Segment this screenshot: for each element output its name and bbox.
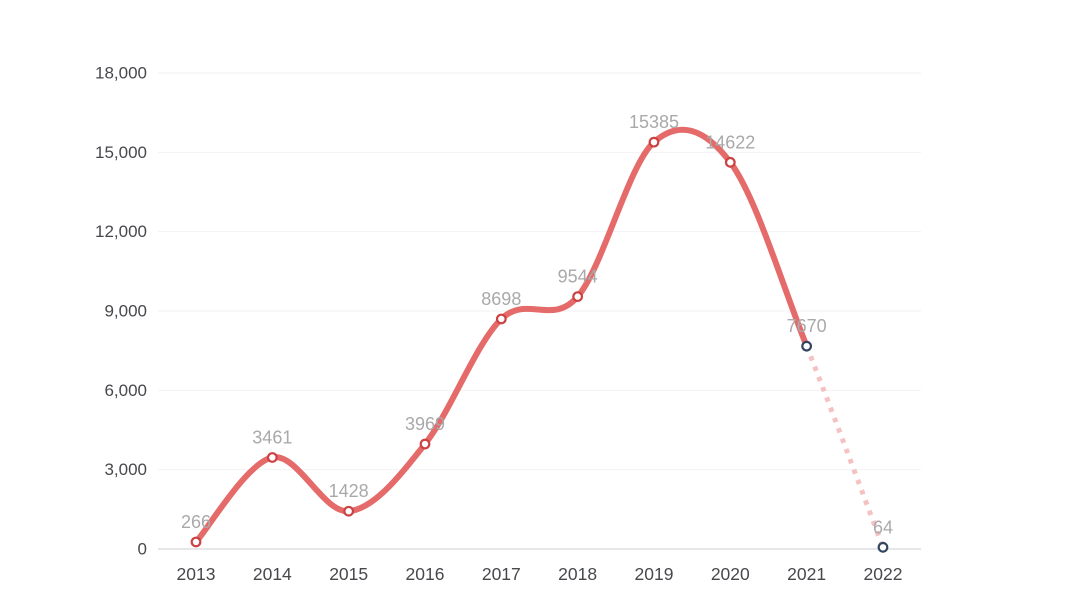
x-tick-label: 2021 bbox=[787, 564, 826, 584]
y-tick-label: 3,000 bbox=[104, 460, 147, 479]
x-tick-label: 2016 bbox=[406, 564, 445, 584]
data-point-marker[interactable] bbox=[724, 156, 736, 168]
data-point-marker[interactable] bbox=[572, 291, 584, 303]
data-point-label: 8698 bbox=[481, 289, 521, 309]
data-point-label: 9544 bbox=[558, 267, 598, 287]
x-tick-label: 2017 bbox=[482, 564, 521, 584]
data-point-label: 3969 bbox=[405, 414, 445, 434]
series-line bbox=[193, 126, 810, 545]
data-point-marker[interactable] bbox=[190, 536, 202, 548]
series-line-dotted-segment bbox=[804, 345, 886, 549]
y-tick-label: 0 bbox=[138, 540, 147, 559]
data-point-label: 15385 bbox=[629, 112, 679, 132]
data-point-marker[interactable] bbox=[495, 313, 507, 325]
x-tick-label: 2013 bbox=[177, 564, 216, 584]
x-tick-label: 2014 bbox=[253, 564, 292, 584]
x-tick-label: 2018 bbox=[558, 564, 597, 584]
y-tick-label: 12,000 bbox=[95, 222, 147, 241]
data-point-marker[interactable] bbox=[648, 136, 660, 148]
data-point-label: 1428 bbox=[329, 481, 369, 501]
data-point-label: 266 bbox=[181, 512, 211, 532]
data-point-label: 7670 bbox=[787, 316, 827, 336]
x-tick-label: 2022 bbox=[864, 564, 903, 584]
y-tick-label: 6,000 bbox=[104, 381, 147, 400]
data-point-marker[interactable] bbox=[801, 340, 813, 352]
y-tick-label: 9,000 bbox=[104, 302, 147, 321]
data-point-label: 14622 bbox=[705, 132, 755, 152]
data-point-marker[interactable] bbox=[419, 438, 431, 450]
data-point-marker[interactable] bbox=[877, 541, 889, 553]
data-point-label: 64 bbox=[873, 517, 893, 537]
data-point-label: 3461 bbox=[252, 427, 292, 447]
x-tick-label: 2020 bbox=[711, 564, 750, 584]
data-point-marker[interactable] bbox=[266, 452, 278, 463]
data-point-marker[interactable] bbox=[343, 505, 355, 517]
y-tick-label: 15,000 bbox=[95, 143, 147, 162]
x-tick-label: 2019 bbox=[635, 564, 674, 584]
x-tick-label: 2015 bbox=[329, 564, 368, 584]
y-tick-label: 18,000 bbox=[95, 64, 147, 83]
